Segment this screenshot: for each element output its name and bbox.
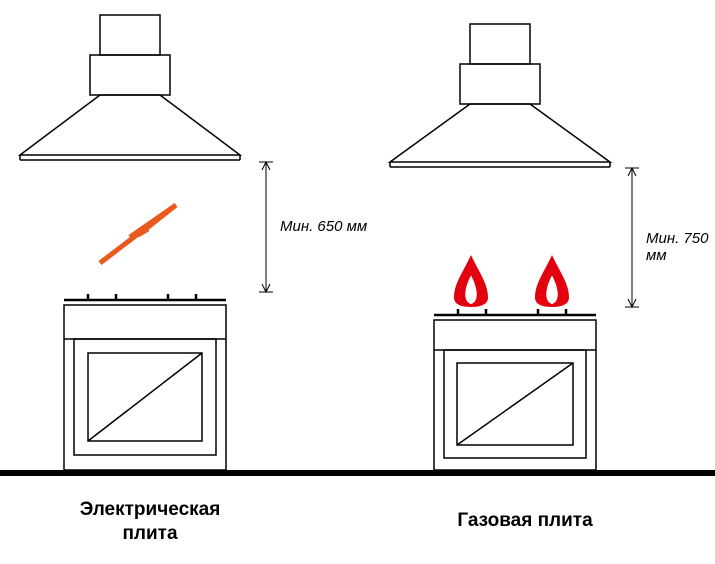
electric-dimension (259, 162, 273, 292)
gas-stove-title: Газовая плита (420, 510, 630, 532)
gas-hood (390, 24, 610, 167)
electric-stove (64, 294, 226, 470)
electric-spark-icon (100, 205, 176, 263)
electric-stove-title: Электрическая плита (55, 498, 245, 546)
gas-dimension (625, 168, 639, 307)
floor-line (0, 470, 715, 476)
gas-flame-icon (454, 255, 569, 307)
gas-stove (434, 309, 596, 470)
electric-min-distance-label: Мин. 650 мм (280, 218, 367, 235)
electric-hood (20, 15, 240, 160)
gas-min-distance-label: Мин. 750 мм (646, 230, 715, 264)
